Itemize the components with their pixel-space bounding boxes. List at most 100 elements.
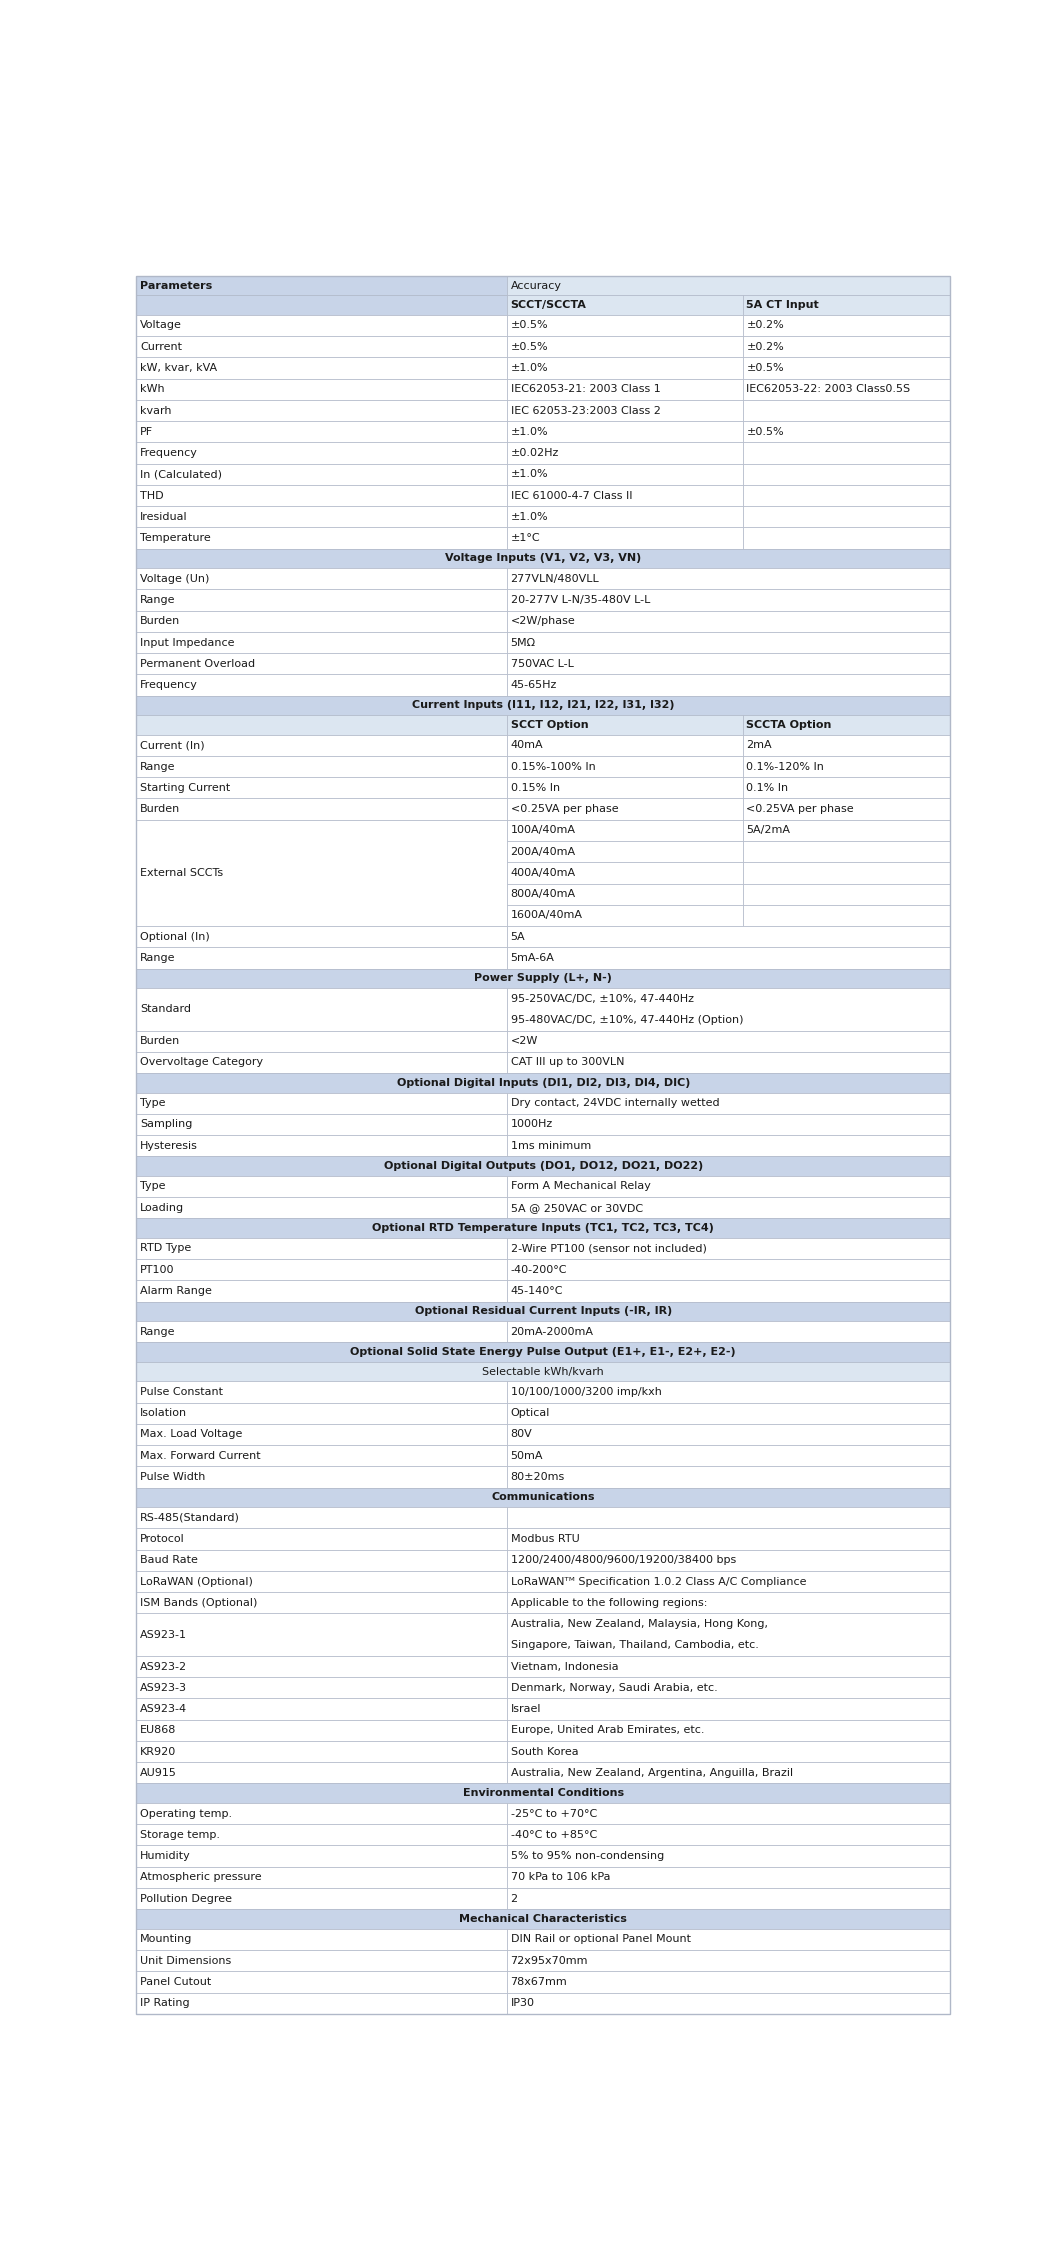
- Text: Europe, United Arab Emirates, etc.: Europe, United Arab Emirates, etc.: [511, 1725, 704, 1734]
- Text: Parameters: Parameters: [140, 281, 212, 290]
- Bar: [507, 1761, 950, 1784]
- Text: RTD Type: RTD Type: [140, 1245, 192, 1254]
- Bar: [507, 1031, 950, 1052]
- Bar: [743, 778, 950, 798]
- Text: Frequency: Frequency: [140, 449, 198, 458]
- Bar: [507, 569, 950, 589]
- Text: 2: 2: [511, 1893, 517, 1904]
- Bar: [743, 336, 950, 358]
- Bar: [507, 506, 743, 528]
- Text: AS923-1: AS923-1: [140, 1630, 188, 1639]
- Bar: [507, 884, 743, 905]
- Bar: [137, 1614, 507, 1655]
- Bar: [137, 1929, 507, 1950]
- Bar: [507, 925, 950, 948]
- Bar: [137, 485, 507, 506]
- Bar: [743, 315, 950, 336]
- Text: 0.1% In: 0.1% In: [746, 782, 789, 793]
- Bar: [137, 755, 507, 778]
- Bar: [507, 1177, 950, 1197]
- Bar: [507, 379, 743, 399]
- Text: Mounting: Mounting: [140, 1934, 193, 1945]
- Bar: [137, 735, 507, 755]
- Bar: [507, 358, 743, 379]
- Text: ±1.0%: ±1.0%: [511, 469, 548, 478]
- Bar: [137, 714, 507, 735]
- Text: Sampling: Sampling: [140, 1120, 193, 1129]
- Text: ±0.2%: ±0.2%: [746, 320, 784, 331]
- Bar: [137, 1655, 507, 1678]
- Text: Burden: Burden: [140, 1036, 180, 1045]
- Text: IP30: IP30: [511, 1997, 534, 2009]
- Bar: [137, 1281, 507, 1301]
- Bar: [137, 1972, 507, 1993]
- Text: kvarh: kvarh: [140, 406, 172, 415]
- Text: Optional Digital Inputs (DI1, DI2, DI3, DI4, DIC): Optional Digital Inputs (DI1, DI2, DI3, …: [396, 1077, 690, 1088]
- Text: Pulse Constant: Pulse Constant: [140, 1387, 224, 1396]
- Text: <0.25VA per phase: <0.25VA per phase: [511, 805, 618, 814]
- Text: Voltage (Un): Voltage (Un): [140, 574, 210, 585]
- Bar: [507, 1444, 950, 1467]
- Bar: [137, 315, 507, 336]
- Bar: [507, 735, 743, 755]
- Text: PF: PF: [140, 426, 154, 438]
- Bar: [743, 442, 950, 465]
- Bar: [137, 1403, 507, 1424]
- Text: Max. Load Voltage: Max. Load Voltage: [140, 1430, 243, 1440]
- Text: Hysteresis: Hysteresis: [140, 1140, 198, 1152]
- Bar: [507, 1993, 950, 2013]
- Text: IEC 62053-23:2003 Class 2: IEC 62053-23:2003 Class 2: [511, 406, 660, 415]
- Text: Selectable kWh/kvarh: Selectable kWh/kvarh: [482, 1367, 604, 1376]
- Text: Range: Range: [140, 594, 176, 605]
- Text: 70 kPa to 106 kPa: 70 kPa to 106 kPa: [511, 1873, 609, 1882]
- Text: Denmark, Norway, Saudi Arabia, etc.: Denmark, Norway, Saudi Arabia, etc.: [511, 1682, 718, 1693]
- Bar: [743, 358, 950, 379]
- Text: 80±20ms: 80±20ms: [511, 1471, 565, 1483]
- Text: ±0.5%: ±0.5%: [511, 320, 548, 331]
- Bar: [137, 1825, 507, 1845]
- Bar: [507, 1571, 950, 1591]
- Text: CAT III up to 300VLN: CAT III up to 300VLN: [511, 1056, 624, 1068]
- Bar: [507, 1741, 950, 1761]
- Bar: [137, 1698, 507, 1721]
- Bar: [507, 1403, 950, 1424]
- Text: Iresidual: Iresidual: [140, 512, 188, 521]
- Bar: [507, 861, 743, 884]
- Bar: [743, 905, 950, 925]
- Text: 50mA: 50mA: [511, 1451, 543, 1460]
- Bar: [743, 841, 950, 861]
- Text: SCCTA Option: SCCTA Option: [746, 721, 832, 730]
- Bar: [507, 1052, 950, 1072]
- Text: 2mA: 2mA: [746, 741, 772, 750]
- Bar: [137, 1741, 507, 1761]
- Bar: [507, 1845, 950, 1866]
- Bar: [137, 569, 507, 589]
- Bar: [507, 399, 743, 422]
- Text: 20-277V L-N/35-480V L-L: 20-277V L-N/35-480V L-L: [511, 594, 650, 605]
- Text: Alarm Range: Alarm Range: [140, 1285, 212, 1297]
- Bar: [137, 1217, 950, 1238]
- Bar: [743, 465, 950, 485]
- Bar: [137, 925, 507, 948]
- Bar: [743, 506, 950, 528]
- Text: 1000Hz: 1000Hz: [511, 1120, 552, 1129]
- Bar: [137, 442, 507, 465]
- Text: ±1°C: ±1°C: [511, 533, 541, 544]
- Bar: [507, 905, 743, 925]
- Bar: [507, 465, 743, 485]
- Text: 5% to 95% non-condensing: 5% to 95% non-condensing: [511, 1852, 664, 1861]
- Bar: [137, 1866, 507, 1888]
- Bar: [137, 295, 507, 315]
- Text: 0.15% In: 0.15% In: [511, 782, 560, 793]
- Bar: [507, 442, 743, 465]
- Bar: [137, 336, 507, 358]
- Bar: [137, 1802, 507, 1825]
- Bar: [507, 1591, 950, 1614]
- Bar: [137, 948, 507, 968]
- Bar: [507, 1929, 950, 1950]
- Bar: [137, 422, 507, 442]
- Text: Australia, New Zealand, Argentina, Anguilla, Brazil: Australia, New Zealand, Argentina, Angui…: [511, 1768, 793, 1777]
- Text: Panel Cutout: Panel Cutout: [140, 1977, 212, 1986]
- Text: 20mA-2000mA: 20mA-2000mA: [511, 1326, 594, 1338]
- Bar: [507, 589, 950, 610]
